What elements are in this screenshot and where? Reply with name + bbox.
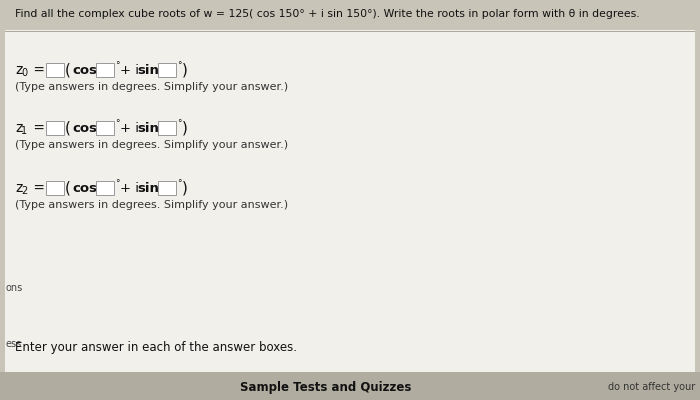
Text: + i: + i <box>120 122 139 134</box>
Text: z: z <box>15 63 22 77</box>
Text: Find all the complex cube roots of w = 125( cos 150° + i sin 150°). Write the ro: Find all the complex cube roots of w = 1… <box>15 9 640 19</box>
Text: + i: + i <box>120 64 139 76</box>
Bar <box>5 30 695 372</box>
Text: ): ) <box>182 180 188 196</box>
Text: =: = <box>29 121 45 135</box>
Text: °: ° <box>177 179 181 188</box>
Text: sin: sin <box>137 182 159 194</box>
Bar <box>0 0 700 32</box>
Text: °: ° <box>115 179 120 188</box>
Text: 2: 2 <box>21 186 27 196</box>
Text: sin: sin <box>137 122 159 134</box>
Text: Enter your answer in each of the answer boxes.: Enter your answer in each of the answer … <box>15 342 297 354</box>
Text: cos: cos <box>72 122 97 134</box>
Text: =: = <box>29 63 45 77</box>
Text: (: ( <box>65 120 71 136</box>
Bar <box>5 30 695 32</box>
Bar <box>46 63 64 77</box>
Bar <box>46 121 64 135</box>
Text: z: z <box>15 121 22 135</box>
Text: z: z <box>15 181 22 195</box>
Bar <box>46 181 64 195</box>
Text: 1: 1 <box>21 126 27 136</box>
Text: cos: cos <box>72 64 97 76</box>
Text: ons: ons <box>6 283 23 293</box>
Bar <box>96 121 114 135</box>
Text: 0: 0 <box>21 68 27 78</box>
Text: sin: sin <box>137 64 159 76</box>
Text: °: ° <box>177 61 181 70</box>
Bar <box>96 63 114 77</box>
Text: (: ( <box>65 180 71 196</box>
Bar <box>158 181 176 195</box>
Text: °: ° <box>177 119 181 128</box>
Text: + i: + i <box>120 182 139 194</box>
Text: (Type answers in degrees. Simplify your answer.): (Type answers in degrees. Simplify your … <box>15 140 288 150</box>
Text: (Type answers in degrees. Simplify your answer.): (Type answers in degrees. Simplify your … <box>15 82 288 92</box>
Text: cos: cos <box>72 182 97 194</box>
Bar <box>158 63 176 77</box>
Text: °: ° <box>115 119 120 128</box>
Text: °: ° <box>115 61 120 70</box>
Bar <box>5 30 695 372</box>
Text: =: = <box>29 181 45 195</box>
Text: (Type answers in degrees. Simplify your answer.): (Type answers in degrees. Simplify your … <box>15 200 288 210</box>
Text: ): ) <box>182 120 188 136</box>
Text: ): ) <box>182 62 188 78</box>
Text: ess: ess <box>6 339 22 349</box>
Bar <box>158 121 176 135</box>
Text: Sample Tests and Quizzes: Sample Tests and Quizzes <box>240 380 412 394</box>
Text: do not affect your: do not affect your <box>608 382 695 392</box>
Text: (: ( <box>65 62 71 78</box>
Bar <box>0 372 700 400</box>
Bar <box>96 181 114 195</box>
